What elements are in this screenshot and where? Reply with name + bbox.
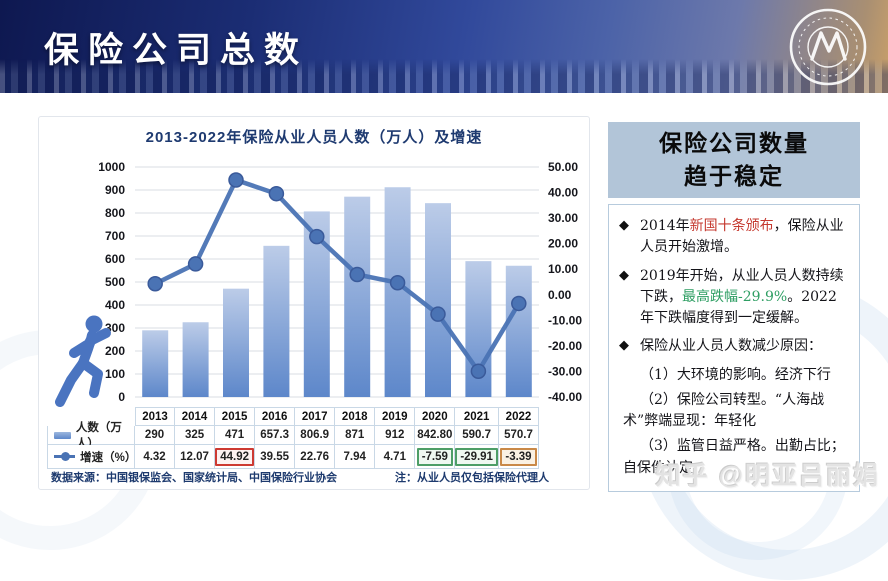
table-value-cell: 806.9 bbox=[295, 426, 336, 445]
runner-silhouette-icon bbox=[55, 315, 111, 407]
bullet-sub-item: （3）监管日益严格。出勤占比；自保件认定 bbox=[623, 438, 845, 476]
bullet-item: ◆ 2014年新国十条颁布，保险从业人员开始激增。 bbox=[619, 218, 844, 256]
table-value-cell: 290 bbox=[135, 426, 176, 445]
watermark: 知乎 @明亚吕丽娟 bbox=[655, 462, 880, 490]
slide-header: 保险公司总数 bbox=[0, 0, 888, 93]
svg-text:-30.00: -30.00 bbox=[548, 364, 582, 378]
sidebar-heading: 保险公司数量 趋于稳定 bbox=[608, 122, 860, 198]
svg-text:40.00: 40.00 bbox=[548, 186, 578, 200]
svg-text:50.00: 50.00 bbox=[548, 160, 578, 174]
table-value-cell: 12.07 bbox=[175, 445, 216, 469]
table-value-cell: -7.59 bbox=[415, 445, 456, 469]
legend-growth: 增速（%） bbox=[47, 445, 136, 469]
table-value-cell: 871 bbox=[335, 426, 376, 445]
bar-legend-icon bbox=[54, 431, 71, 439]
diamond-bullet-icon: ◆ bbox=[619, 218, 629, 233]
svg-text:-10.00: -10.00 bbox=[548, 313, 582, 327]
svg-text:10.00: 10.00 bbox=[548, 262, 578, 276]
table-value-cell: -29.91 bbox=[455, 445, 499, 469]
svg-text:500: 500 bbox=[105, 275, 125, 289]
svg-text:600: 600 bbox=[105, 252, 125, 266]
sidebar-heading-line1: 保险公司数量 bbox=[659, 130, 809, 156]
table-year-cell: 2021 bbox=[455, 407, 499, 426]
table-value-cell: 590.7 bbox=[455, 426, 499, 445]
table-value-cell: 44.92 bbox=[215, 445, 256, 469]
table-year-cell: 2018 bbox=[335, 407, 376, 426]
table-year-cell: 2017 bbox=[295, 407, 336, 426]
table-year-cell: 2015 bbox=[215, 407, 256, 426]
table-value-cell: 842.80 bbox=[415, 426, 456, 445]
table-value-cell: 471 bbox=[215, 426, 256, 445]
table-value-cell: 22.76 bbox=[295, 445, 336, 469]
right-axis-labels: 50.00 40.00 30.00 20.00 10.00 0.00 -10.00 -20.0… bbox=[548, 160, 582, 404]
line-legend-icon bbox=[54, 452, 76, 461]
sidebar: 保险公司数量 趋于稳定 ◆ 2014年新国十条颁布，保险从业人员开始激增。 ◆ 201… bbox=[608, 122, 860, 492]
table-year-cell: 2022 bbox=[498, 407, 539, 426]
table-value-cell: 39.55 bbox=[255, 445, 296, 469]
table-value-cell: 4.71 bbox=[375, 445, 416, 469]
svg-text:700: 700 bbox=[105, 229, 125, 243]
bullet-sub-item: （2）保险公司转型。“人海战术”弊端显现：年轻化 bbox=[623, 391, 825, 430]
svg-text:900: 900 bbox=[105, 183, 125, 197]
svg-text:0: 0 bbox=[118, 390, 125, 404]
svg-text:20.00: 20.00 bbox=[548, 237, 578, 251]
bullet-sub-item: （1）大环境的影响。经济下行 bbox=[640, 366, 831, 383]
table-value-cell: -3.39 bbox=[498, 445, 539, 469]
source-note: 数据来源：中国银保监会、国家统计局、中国保险行业协会 bbox=[51, 472, 337, 484]
legend-people: 人数（万人） bbox=[47, 422, 135, 450]
page-title: 保险公司总数 bbox=[44, 31, 309, 70]
sidebar-bullets: ◆ 2014年新国十条颁布，保险从业人员开始激增。 ◆ 2019年开始，从业人员人数持… bbox=[608, 204, 860, 492]
table-value-cell: 657.3 bbox=[255, 426, 296, 445]
company-seal-logo-icon bbox=[789, 8, 867, 86]
sidebar-heading-line2: 趋于稳定 bbox=[684, 163, 784, 189]
highlighted-value: 44.92 bbox=[215, 447, 254, 466]
svg-text:30.00: 30.00 bbox=[548, 211, 578, 225]
bullet-item: ◆ 保险从业人员人数减少原因： bbox=[619, 338, 822, 355]
svg-text:-20.00: -20.00 bbox=[548, 339, 582, 353]
svg-text:1000: 1000 bbox=[98, 160, 125, 174]
chart-data-table: 2013 2014 2015 2016 2017 2018 2019 2020 2021 2022… bbox=[47, 407, 539, 469]
table-value-cell: 570.7 bbox=[498, 426, 539, 445]
chart-panel: 2013-2022年保险从业人员人数（万人）及增速 0 100 200 300 400 5… bbox=[38, 116, 590, 490]
svg-text:0.00: 0.00 bbox=[548, 288, 572, 302]
diamond-bullet-icon: ◆ bbox=[619, 338, 629, 354]
table-year-cell: 2019 bbox=[375, 407, 416, 426]
table-year-cell: 2020 bbox=[415, 407, 456, 426]
highlighted-value: -7.59 bbox=[416, 447, 453, 466]
svg-text:400: 400 bbox=[105, 298, 125, 312]
svg-text:800: 800 bbox=[105, 206, 125, 220]
svg-text:-40.00: -40.00 bbox=[548, 390, 582, 404]
svg-text:100: 100 bbox=[105, 367, 125, 381]
table-year-cell: 2016 bbox=[255, 407, 296, 426]
svg-text:200: 200 bbox=[105, 344, 125, 358]
bullet-item: ◆ 2019年开始，从业人员人数持续下跌，最高跌幅-29.9%。2022年下跌幅度… bbox=[619, 267, 844, 327]
highlighted-value: -29.91 bbox=[455, 447, 498, 466]
highlighted-value: -3.39 bbox=[500, 447, 537, 466]
table-value-cell: 4.32 bbox=[135, 445, 176, 469]
line-series bbox=[147, 172, 527, 379]
data-note: 注：从业人员仅包括保险代理人 bbox=[395, 472, 549, 484]
slide: 保险公司总数 2013-2022年保险从业人员人数（万人）及增速 0 100 200… bbox=[0, 0, 888, 500]
table-year-cell: 2014 bbox=[175, 407, 216, 426]
table-value-cell: 912 bbox=[375, 426, 416, 445]
chart-title: 2013-2022年保险从业人员人数（万人）及增速 bbox=[145, 129, 483, 146]
diamond-bullet-icon: ◆ bbox=[619, 267, 629, 283]
table-year-cell: 2013 bbox=[135, 407, 176, 426]
table-value-cell: 7.94 bbox=[335, 445, 376, 469]
table-value-cell: 325 bbox=[175, 426, 216, 445]
